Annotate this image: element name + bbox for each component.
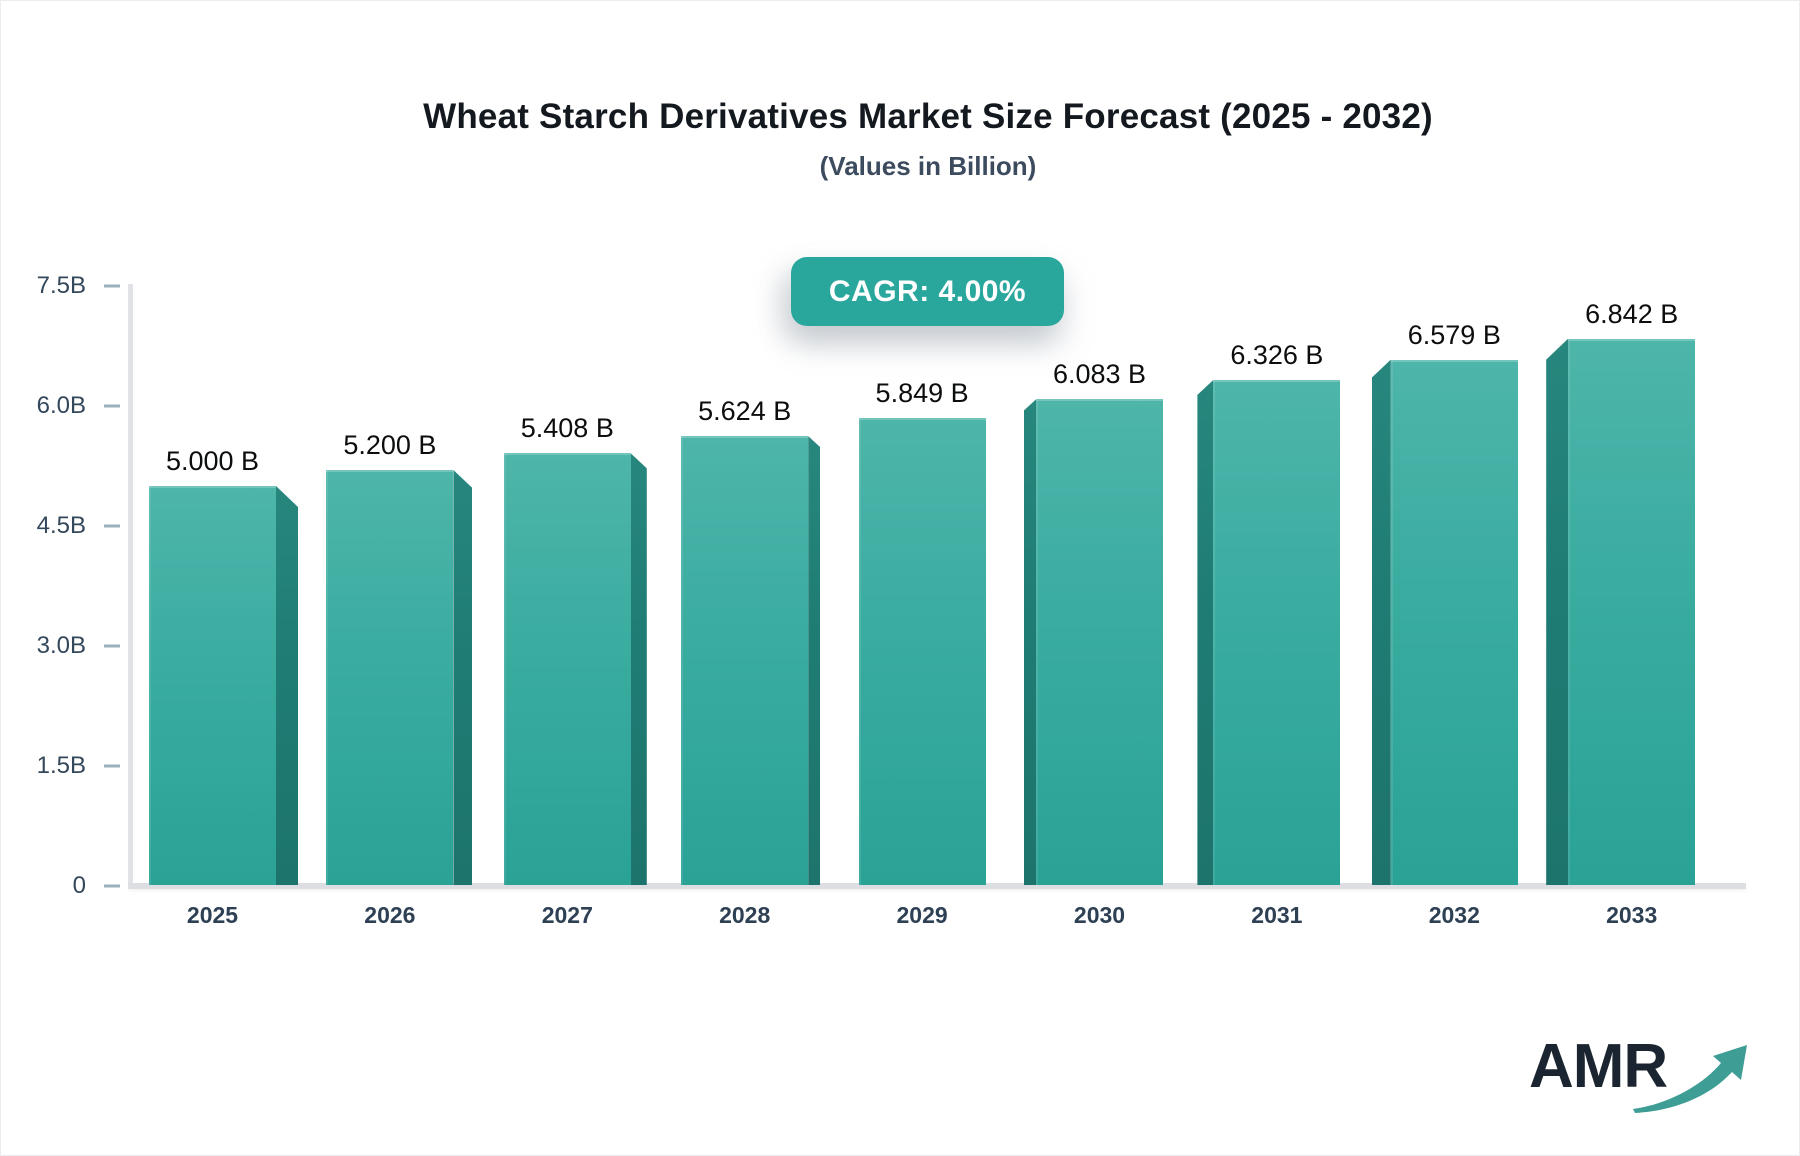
chart-subtitle: (Values in Billion) bbox=[819, 151, 1037, 181]
y-tick-dash bbox=[104, 764, 120, 768]
x-tick-label-2031: 2031 bbox=[1251, 902, 1303, 928]
cagr-badge: CAGR: 4.00% bbox=[791, 257, 1064, 326]
x-tick-label-2025: 2025 bbox=[186, 902, 239, 928]
bar-2025 bbox=[149, 486, 276, 885]
bar-2029 bbox=[858, 418, 986, 885]
bar-2030 bbox=[1036, 399, 1163, 885]
amr-logo-text: AMR bbox=[1529, 1032, 1668, 1101]
y-tick-label-1.5B: 1.5B bbox=[36, 752, 86, 779]
bar-2031 bbox=[1213, 379, 1341, 885]
bar-side-2031 bbox=[1197, 379, 1214, 885]
bar-2027 bbox=[503, 453, 631, 885]
y-tick-label-0: 0 bbox=[72, 872, 86, 899]
bar-side-2030 bbox=[1024, 399, 1036, 885]
growth-arrow-icon bbox=[1633, 1045, 1747, 1113]
y-tick-dash bbox=[104, 524, 120, 528]
x-axis-line bbox=[128, 883, 1746, 889]
bar-value-label-2031: 6.326 B bbox=[1230, 339, 1324, 370]
y-tick-label-4.5B: 4.5B bbox=[36, 512, 86, 539]
x-tick-label-2027: 2027 bbox=[541, 902, 593, 928]
x-tick-label-2030: 2030 bbox=[1073, 902, 1126, 928]
chart-title: Wheat Starch Derivatives Market Size For… bbox=[423, 97, 1433, 136]
y-tick-label-6.0B: 6.0B bbox=[36, 392, 86, 419]
bar-value-label-2029: 5.849 B bbox=[875, 378, 969, 409]
bar-value-label-2028: 5.624 B bbox=[698, 396, 792, 427]
bar-value-label-2033: 6.842 B bbox=[1585, 298, 1679, 329]
bar-value-label-2027: 5.408 B bbox=[520, 413, 614, 444]
y-axis-line bbox=[128, 284, 133, 888]
amr-logo: AMR bbox=[1529, 1029, 1769, 1119]
bar-value-label-2030: 6.083 B bbox=[1052, 359, 1147, 390]
bar-side-2032 bbox=[1371, 359, 1391, 885]
bar-value-label-2026: 5.200 B bbox=[343, 430, 437, 460]
bar-2032 bbox=[1390, 359, 1518, 885]
x-tick-label-2026: 2026 bbox=[364, 902, 416, 928]
y-tick-label-3.0B: 3.0B bbox=[36, 632, 86, 659]
x-tick-label-2029: 2029 bbox=[896, 902, 948, 928]
bar-2028 bbox=[681, 436, 809, 885]
bar-value-label-2025: 5.000 B bbox=[165, 446, 260, 476]
bar-side-2026 bbox=[453, 470, 473, 885]
y-tick-dash bbox=[104, 644, 120, 648]
bar-2033 bbox=[1568, 338, 1696, 885]
bar-value-label-2032: 6.579 B bbox=[1407, 319, 1501, 350]
bar-side-2025 bbox=[276, 486, 298, 885]
y-tick-label-7.5B: 7.5B bbox=[36, 272, 86, 299]
x-tick-label-2032: 2032 bbox=[1428, 902, 1480, 928]
x-tick-label-2033: 2033 bbox=[1606, 902, 1658, 928]
y-tick-dash bbox=[104, 884, 120, 888]
y-tick-dash bbox=[104, 284, 120, 288]
bar-2026 bbox=[326, 470, 454, 885]
bar-side-2028 bbox=[808, 436, 821, 885]
bar-side-2027 bbox=[630, 453, 647, 885]
y-tick-dash bbox=[104, 404, 120, 408]
bar-side-2033 bbox=[1546, 338, 1569, 885]
x-tick-label-2028: 2028 bbox=[719, 902, 771, 928]
